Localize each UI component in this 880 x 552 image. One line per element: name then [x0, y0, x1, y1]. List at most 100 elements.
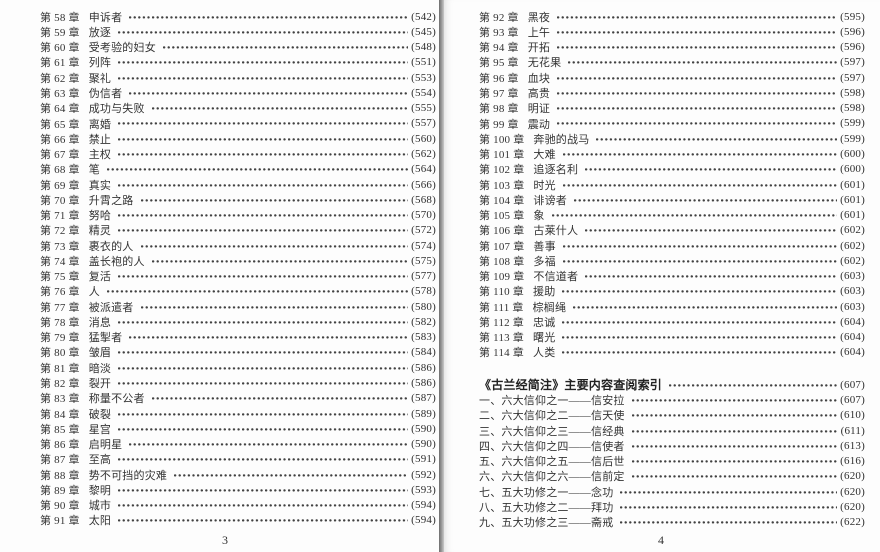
chapter-title: 裹衣的人: [88, 240, 134, 253]
dot-leader: [118, 366, 409, 370]
chapter-label: 第 108 章: [479, 255, 525, 268]
chapter-title: 伪信者: [88, 87, 123, 100]
dot-leader: [557, 91, 838, 95]
chapter-label: 第 66 章: [40, 133, 80, 146]
chapter-title: 多福: [533, 255, 556, 268]
page-ref: (555): [411, 102, 436, 115]
page-ref: (594): [411, 514, 436, 527]
dot-leader: [118, 275, 409, 279]
chapter-title: 八、五大功修之二——拜功: [479, 501, 614, 514]
chapter-label: 第 67 章: [40, 149, 80, 162]
toc-row: 第 77 章被派遣者 (580): [40, 299, 436, 314]
page-ref: (551): [411, 56, 436, 69]
chapter-label: 第 94 章: [479, 42, 519, 55]
page-ref: (582): [411, 315, 436, 328]
chapter-label: 第 109 章: [479, 271, 525, 284]
chapter-title: 人: [88, 286, 100, 299]
chapter-label: 第 59 章: [40, 26, 80, 39]
page-ref: (598): [840, 86, 865, 99]
toc-row: 第 106 章古莱什人 (602): [479, 223, 865, 238]
toc-row: 第 78 章消息 (582): [40, 314, 436, 329]
dot-leader: [562, 153, 838, 157]
dot-leader: [151, 107, 409, 111]
dot-leader: [129, 15, 409, 19]
toc-row: 第 61 章列阵 (551): [40, 55, 436, 70]
toc-row: 第 97 章高贵 (598): [479, 85, 865, 100]
chapter-title: 五、六大信仰之五——信后世: [479, 456, 625, 469]
dot-leader: [631, 475, 838, 479]
chapter-label: 第 81 章: [40, 362, 80, 375]
dot-leader: [596, 137, 838, 141]
chapter-title: 血块: [527, 72, 551, 85]
chapter-label: 第 72 章: [40, 225, 80, 238]
page-ref: (553): [411, 71, 436, 84]
toc-row: 五、六大信仰之五——信后世 (616): [479, 453, 865, 468]
toc-row: 第 84 章破裂 (589): [40, 406, 436, 421]
page-ref: (562): [411, 148, 436, 161]
chapter-title: 消息: [88, 316, 112, 329]
chapter-title: 开拓: [527, 42, 551, 55]
dot-leader: [557, 76, 838, 80]
page-ref: (602): [840, 254, 865, 267]
page-ref: (575): [411, 254, 436, 267]
chapter-label: 第 71 章: [40, 210, 80, 223]
toc-row: 第 99 章震动 (599): [479, 116, 865, 131]
page-ref: (586): [411, 377, 436, 389]
toc-row: 第 105 章象 (601): [479, 207, 865, 222]
chapter-title: 复活: [88, 271, 112, 284]
chapter-title: 《古兰经简注》主要内容查阅索引: [479, 378, 663, 393]
chapter-title: 暗淡: [88, 362, 112, 375]
dot-leader: [129, 336, 409, 340]
chapter-label: 第 99 章: [479, 118, 519, 131]
chapter-title: 忠诚: [533, 316, 556, 329]
page-ref: (597): [840, 71, 865, 84]
chapter-title: 四、六大信仰之四——信使者: [479, 440, 625, 453]
toc-row: 一、六大信仰之一——信安拉 (607): [479, 392, 865, 407]
chapter-title: 诽谤者: [533, 194, 568, 207]
chapter-title: 皱眉: [88, 347, 112, 360]
chapter-label: 第 89 章: [40, 484, 80, 497]
chapter-label: 第 69 章: [40, 179, 80, 192]
dot-leader: [562, 351, 838, 355]
toc-row: 第 93 章上午 (596): [479, 24, 865, 39]
chapter-label: 第 76 章: [40, 286, 80, 299]
dot-leader: [118, 519, 409, 523]
chapter-title: 真实: [88, 179, 112, 192]
chapter-label: 第 91 章: [40, 515, 80, 528]
chapter-title: 无花果: [527, 57, 562, 70]
dot-leader: [118, 351, 409, 355]
toc-row: 第 63 章伪信者 (554): [40, 85, 436, 100]
dot-leader: [557, 122, 838, 126]
page-ref: (542): [411, 10, 436, 23]
spine-gutter: [439, 0, 444, 552]
index-heading-row: 《古兰经简注》主要内容查阅索引 (607): [479, 377, 865, 392]
page-ref: (554): [411, 86, 436, 99]
chapter-title: 时光: [533, 179, 556, 192]
dot-leader: [620, 490, 838, 494]
toc-row: 第 92 章黑夜 (595): [479, 9, 865, 24]
chapter-label: 第 88 章: [40, 469, 80, 482]
page-ref: (604): [840, 315, 865, 328]
dot-leader: [118, 504, 409, 508]
chapter-title: 裂开: [88, 378, 112, 391]
toc-row: 第 87 章至高 (591): [40, 452, 436, 467]
page-ref: (620): [840, 485, 865, 498]
page-ref: (600): [840, 148, 865, 161]
page-ref: (589): [411, 407, 436, 420]
toc-row: 第 95 章无花果 (597): [479, 55, 865, 70]
page-ref: (622): [840, 516, 865, 529]
toc-row: 二、六大信仰之二——信天使 (610): [479, 408, 865, 423]
chapter-title: 七、五大功修之一——念功: [479, 486, 614, 499]
toc-row: 第 94 章开拓 (596): [479, 40, 865, 55]
toc-row: 第 102 章追逐名利 (600): [479, 162, 865, 177]
page-ref: (587): [411, 392, 436, 405]
toc-row: 第 104 章诽谤者 (601): [479, 192, 865, 207]
chapter-title: 盖长袍的人: [88, 255, 145, 268]
chapter-label: 第 105 章: [479, 210, 525, 223]
page-ref: (616): [840, 455, 865, 468]
toc-row: 第 68 章笔 (564): [40, 162, 436, 177]
page-right: 第 92 章黑夜 (595) 第 93 章上午 (596) 第 94 章开拓 (596) 第…: [444, 0, 880, 552]
chapter-label: 第 92 章: [479, 11, 519, 24]
chapter-title: 善事: [533, 240, 556, 253]
